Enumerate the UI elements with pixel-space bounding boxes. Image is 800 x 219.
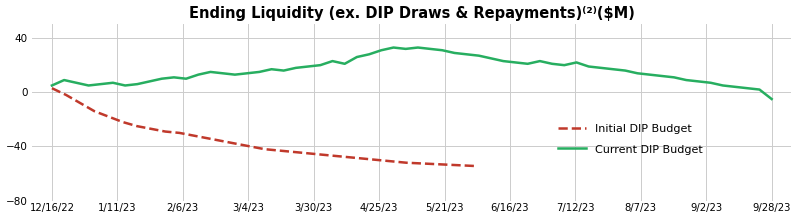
Initial DIP Budget	[90, 110, 99, 113]
Initial DIP Budget	[246, 145, 255, 148]
Initial DIP Budget	[231, 142, 241, 145]
Initial DIP Budget	[174, 132, 184, 134]
Initial DIP Budget	[274, 149, 283, 152]
Current DIP Budget	[230, 73, 240, 76]
Title: Ending Liquidity (ex. DIP Draws & Repayments)⁽²⁾($M): Ending Liquidity (ex. DIP Draws & Repaym…	[189, 5, 634, 21]
Legend: Initial DIP Budget, Current DIP Budget: Initial DIP Budget, Current DIP Budget	[554, 119, 707, 159]
Initial DIP Budget	[302, 152, 312, 155]
Initial DIP Budget	[132, 125, 142, 127]
Current DIP Budget	[169, 76, 178, 79]
Initial DIP Budget	[62, 94, 71, 96]
Initial DIP Budget	[75, 102, 85, 104]
Current DIP Budget	[291, 67, 301, 69]
Initial DIP Budget	[430, 163, 439, 165]
Current DIP Budget	[279, 69, 289, 72]
Initial DIP Budget	[118, 121, 128, 123]
Initial DIP Budget	[161, 130, 170, 133]
Initial DIP Budget	[146, 127, 156, 130]
Initial DIP Budget	[288, 151, 298, 153]
Initial DIP Budget	[416, 162, 426, 165]
Initial DIP Budget	[387, 160, 397, 163]
Initial DIP Budget	[444, 163, 454, 166]
Initial DIP Budget	[458, 164, 468, 167]
Line: Current DIP Budget: Current DIP Budget	[52, 48, 772, 99]
Current DIP Budget	[389, 46, 398, 49]
Initial DIP Budget	[218, 140, 227, 142]
Initial DIP Budget	[104, 115, 114, 118]
Initial DIP Budget	[345, 156, 354, 159]
Initial DIP Budget	[260, 148, 270, 150]
Current DIP Budget	[767, 98, 777, 100]
Line: Initial DIP Budget: Initial DIP Budget	[52, 88, 478, 166]
Initial DIP Budget	[473, 165, 482, 167]
Current DIP Budget	[47, 84, 57, 87]
Initial DIP Budget	[330, 155, 340, 157]
Initial DIP Budget	[359, 157, 369, 160]
Initial DIP Budget	[402, 161, 411, 164]
Initial DIP Budget	[47, 87, 57, 90]
Initial DIP Budget	[317, 153, 326, 156]
Initial DIP Budget	[203, 137, 213, 140]
Initial DIP Budget	[373, 159, 382, 161]
Current DIP Budget	[510, 61, 520, 64]
Initial DIP Budget	[189, 134, 198, 137]
Current DIP Budget	[254, 71, 264, 73]
